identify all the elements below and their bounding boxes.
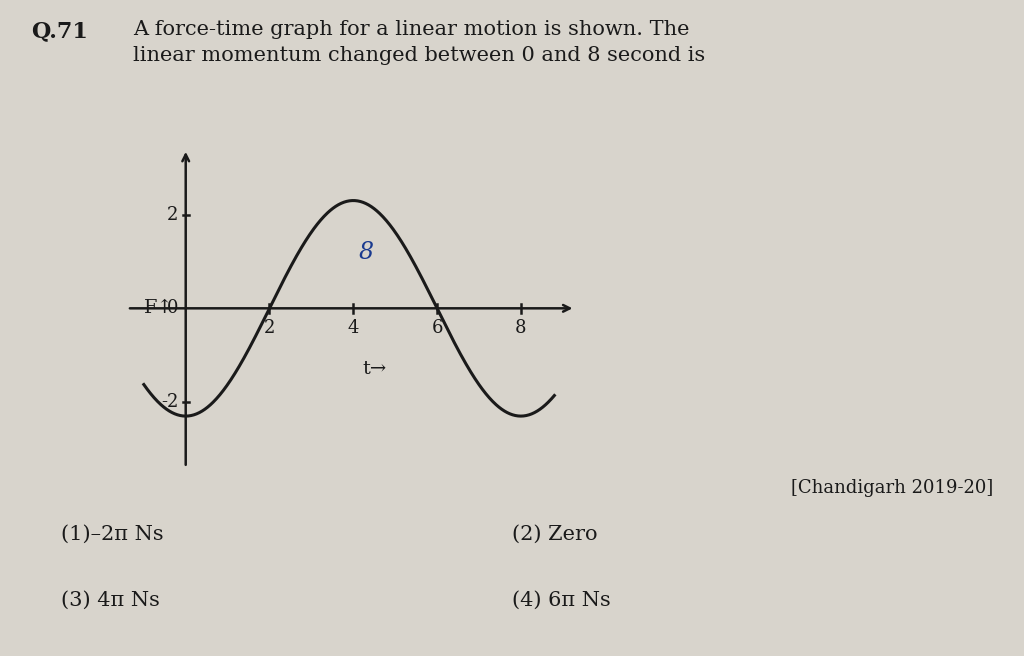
Text: 8: 8 (515, 319, 526, 337)
Text: (2) Zero: (2) Zero (512, 525, 597, 544)
Text: (4) 6π Ns: (4) 6π Ns (512, 590, 610, 609)
Text: (3) 4π Ns: (3) 4π Ns (61, 590, 161, 609)
Text: 8: 8 (358, 241, 374, 264)
Text: Q.71: Q.71 (31, 20, 88, 42)
Text: [Chandigarh 2019-20]: [Chandigarh 2019-20] (791, 479, 993, 497)
Text: 4: 4 (347, 319, 359, 337)
Text: 2: 2 (167, 205, 178, 224)
Text: F↑: F↑ (143, 299, 174, 318)
Text: -2: -2 (161, 393, 178, 411)
Text: (1)–2π Ns: (1)–2π Ns (61, 525, 164, 544)
Text: 6: 6 (431, 319, 442, 337)
Text: t→: t→ (362, 360, 386, 378)
Text: 0: 0 (167, 299, 178, 318)
Text: A force-time graph for a linear motion is shown. The
linear momentum changed bet: A force-time graph for a linear motion i… (133, 20, 706, 65)
Text: 2: 2 (264, 319, 275, 337)
